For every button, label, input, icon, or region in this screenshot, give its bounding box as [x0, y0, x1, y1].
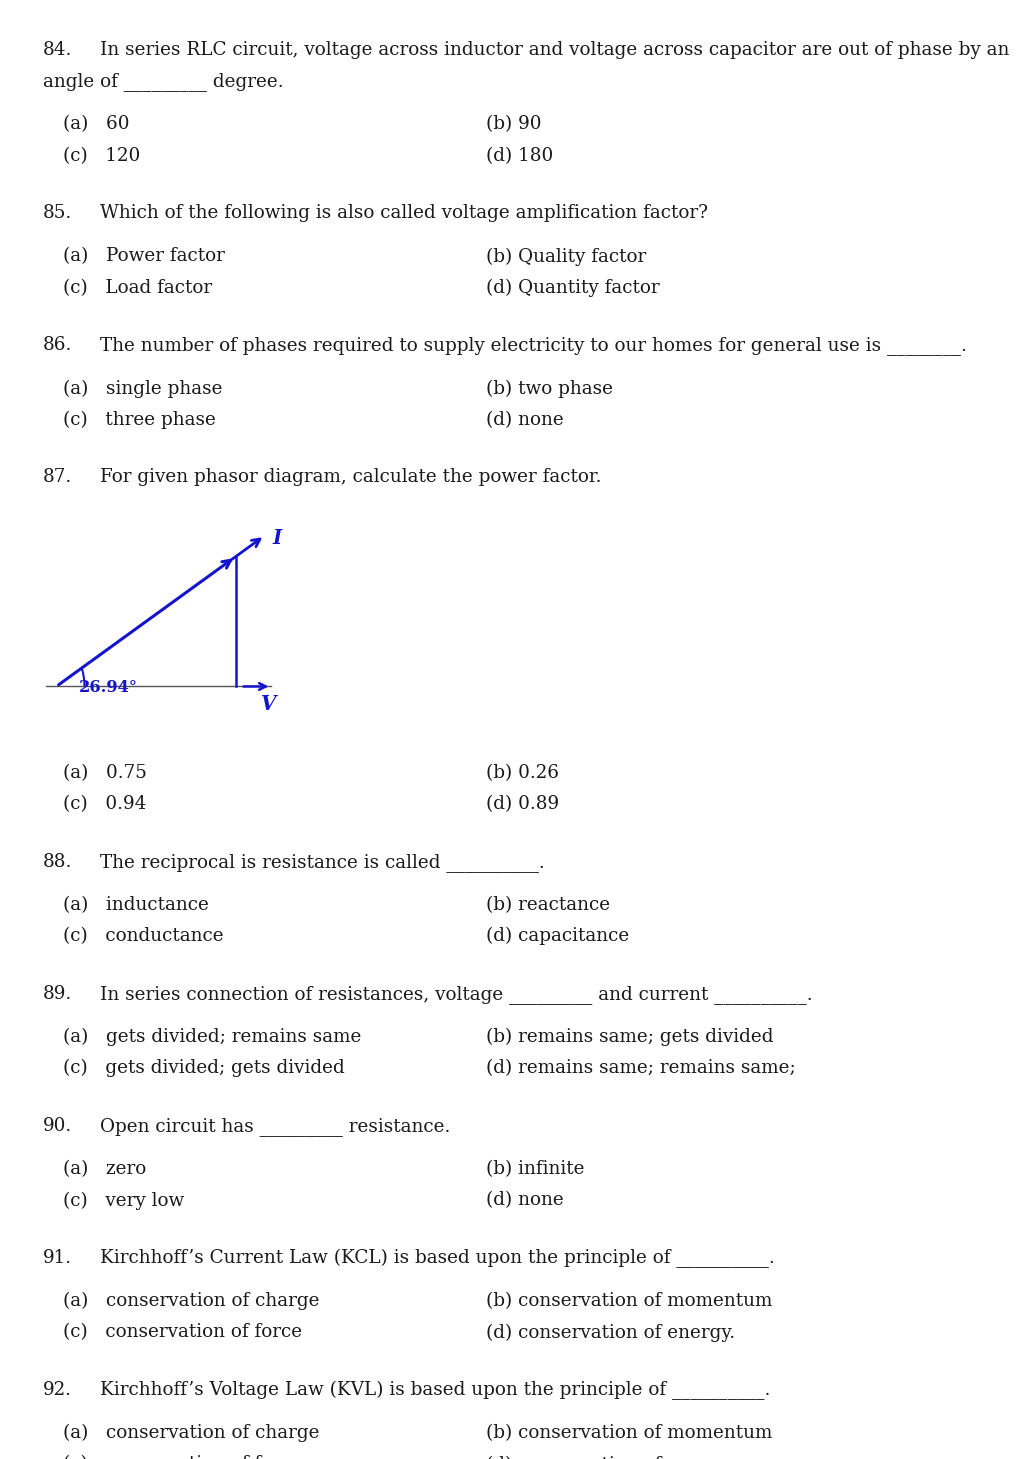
Text: Kirchhoff’s Current Law (KCL) is based upon the principle of __________.: Kirchhoff’s Current Law (KCL) is based u…	[100, 1249, 775, 1268]
Text: 86.: 86.	[43, 336, 73, 355]
Text: (a)   zero: (a) zero	[63, 1160, 146, 1177]
Text: (c)   120: (c) 120	[63, 146, 140, 165]
Text: (a)   60: (a) 60	[63, 115, 130, 133]
Text: The number of phases required to supply electricity to our homes for general use: The number of phases required to supply …	[100, 336, 968, 355]
Text: (d) remains same; remains same;: (d) remains same; remains same;	[486, 1059, 796, 1077]
Text: (b) conservation of momentum: (b) conservation of momentum	[486, 1293, 773, 1310]
Text: (a)   0.75: (a) 0.75	[63, 763, 147, 782]
Text: (c)   Load factor: (c) Load factor	[63, 279, 213, 296]
Text: 84.: 84.	[43, 41, 73, 58]
Text: 91.: 91.	[43, 1249, 72, 1266]
Text: In series RLC circuit, voltage across inductor and voltage across capacitor are : In series RLC circuit, voltage across in…	[100, 41, 1010, 58]
Text: 89.: 89.	[43, 985, 73, 1002]
Text: (c)   very low: (c) very low	[63, 1191, 184, 1210]
Text: (d) 0.89: (d) 0.89	[486, 795, 559, 813]
Text: Open circuit has _________ resistance.: Open circuit has _________ resistance.	[100, 1118, 451, 1135]
Text: In series connection of resistances, voltage _________ and current __________.: In series connection of resistances, vol…	[100, 985, 813, 1004]
Text: angle of _________ degree.: angle of _________ degree.	[43, 71, 284, 90]
Text: (d) Quantity factor: (d) Quantity factor	[486, 279, 660, 298]
Text: (a)   single phase: (a) single phase	[63, 379, 223, 398]
Text: (c)   conservation of force: (c) conservation of force	[63, 1455, 303, 1459]
Text: (b) 0.26: (b) 0.26	[486, 763, 559, 782]
Text: 26.94°: 26.94°	[79, 678, 137, 696]
Text: The reciprocal is resistance is called __________.: The reciprocal is resistance is called _…	[100, 852, 545, 871]
Text: (a)   Power factor: (a) Power factor	[63, 247, 225, 266]
Text: (b) Quality factor: (b) Quality factor	[486, 247, 646, 266]
Text: V: V	[261, 693, 276, 713]
Text: (c)   conservation of force: (c) conservation of force	[63, 1323, 303, 1341]
Text: (b) infinite: (b) infinite	[486, 1160, 585, 1177]
Text: I: I	[273, 528, 283, 549]
Text: (d) 180: (d) 180	[486, 146, 554, 165]
Text: (a)   gets divided; remains same: (a) gets divided; remains same	[63, 1027, 361, 1046]
Text: (c)   conductance: (c) conductance	[63, 926, 224, 945]
Text: (b) reactance: (b) reactance	[486, 896, 610, 913]
Text: (a)   conservation of charge: (a) conservation of charge	[63, 1293, 319, 1310]
Text: 90.: 90.	[43, 1118, 73, 1135]
Text: 88.: 88.	[43, 852, 73, 871]
Text: (c)   gets divided; gets divided: (c) gets divided; gets divided	[63, 1059, 345, 1078]
Text: (d) none: (d) none	[486, 1191, 564, 1210]
Text: (b) two phase: (b) two phase	[486, 379, 613, 398]
Text: (d) conservation of energy.: (d) conservation of energy.	[486, 1323, 735, 1342]
Text: For given phasor diagram, calculate the power factor.: For given phasor diagram, calculate the …	[100, 468, 602, 486]
Text: (c)   three phase: (c) three phase	[63, 410, 216, 429]
Text: (b) remains same; gets divided: (b) remains same; gets divided	[486, 1027, 774, 1046]
Text: 85.: 85.	[43, 204, 73, 222]
Text: (b) 90: (b) 90	[486, 115, 542, 133]
Text: Which of the following is also called voltage amplification factor?: Which of the following is also called vo…	[100, 204, 709, 222]
Text: (a)   inductance: (a) inductance	[63, 896, 209, 913]
Text: 87.: 87.	[43, 468, 73, 486]
Text: (a)   conservation of charge: (a) conservation of charge	[63, 1424, 319, 1443]
Text: (d) conservation of energy.: (d) conservation of energy.	[486, 1455, 735, 1459]
Text: (c)   0.94: (c) 0.94	[63, 795, 146, 813]
Text: (b) conservation of momentum: (b) conservation of momentum	[486, 1424, 773, 1441]
Text: 92.: 92.	[43, 1380, 72, 1399]
Text: (d) capacitance: (d) capacitance	[486, 926, 630, 945]
Text: Kirchhoff’s Voltage Law (KVL) is based upon the principle of __________.: Kirchhoff’s Voltage Law (KVL) is based u…	[100, 1380, 771, 1401]
Text: (d) none: (d) none	[486, 410, 564, 429]
